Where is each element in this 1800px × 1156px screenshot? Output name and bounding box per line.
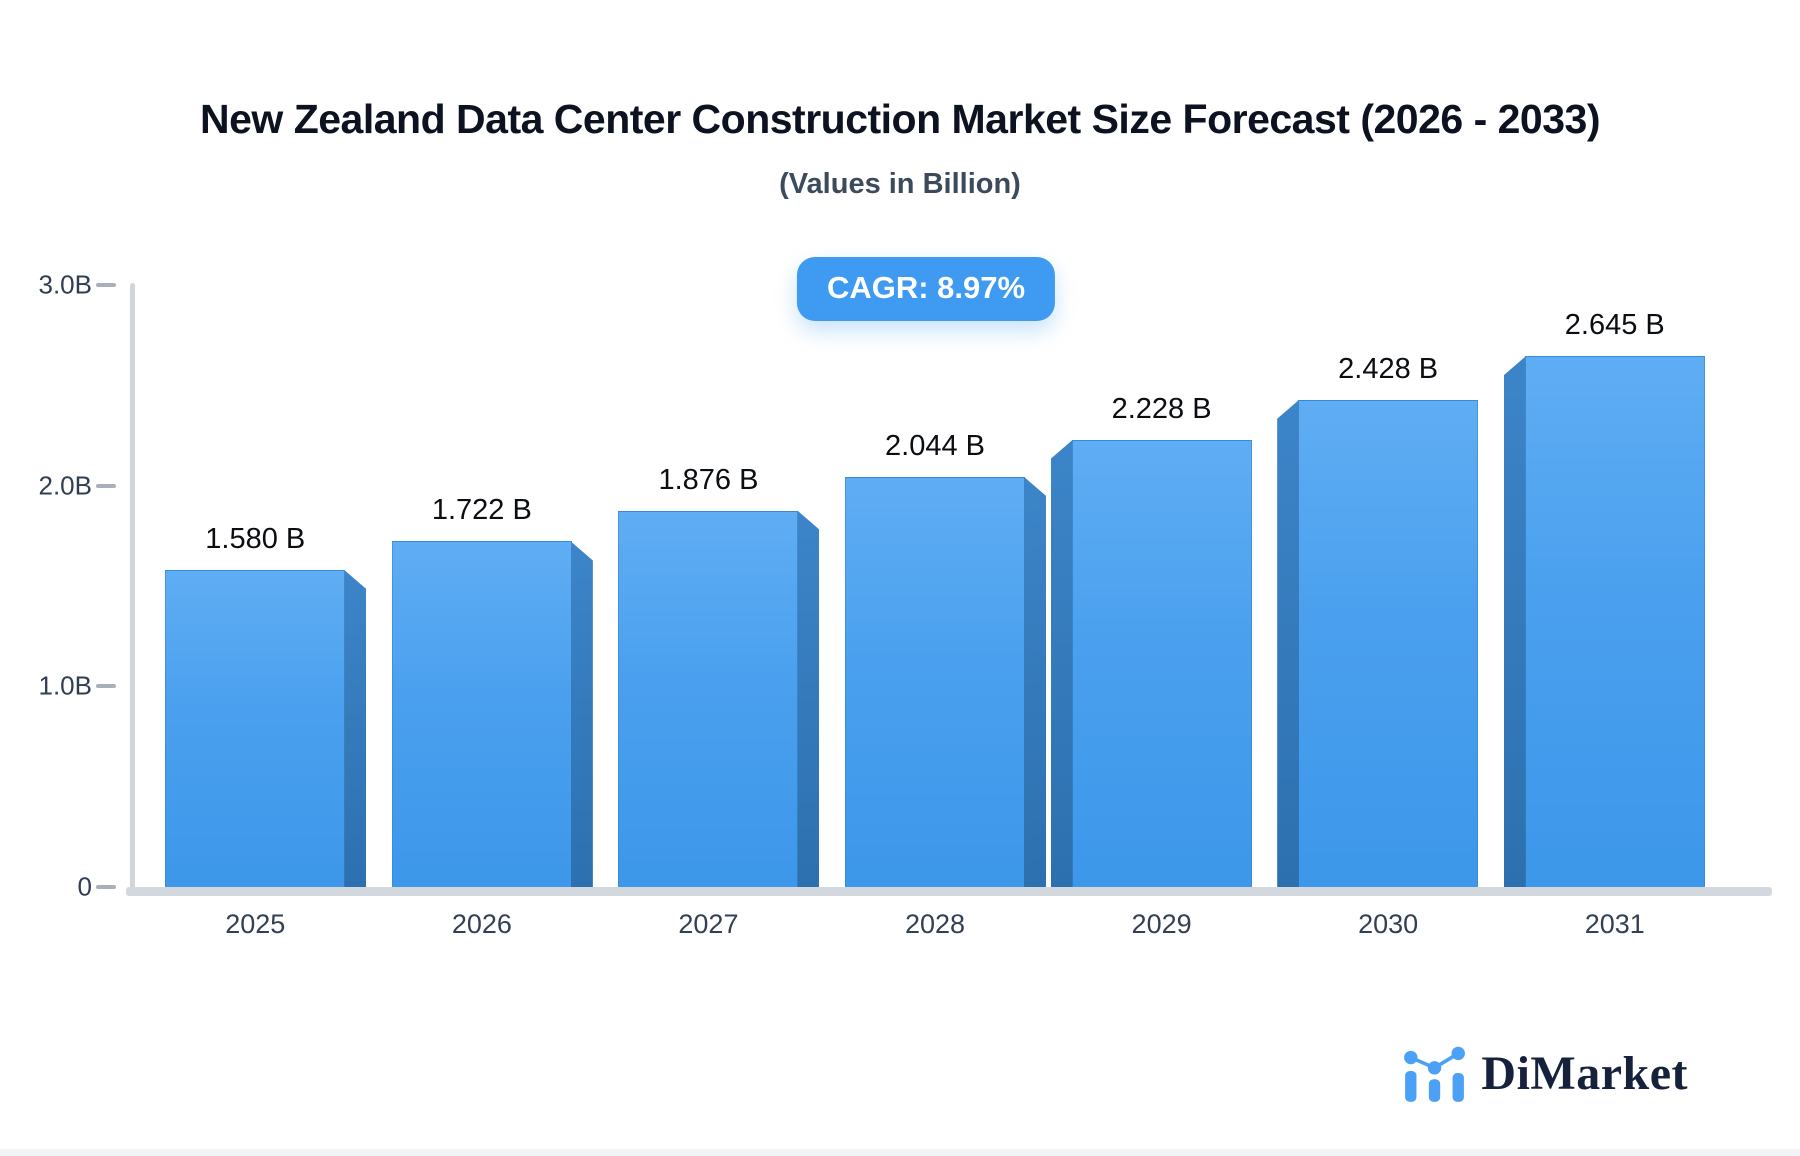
y-tick-dash <box>96 684 116 689</box>
bar-slot-2028: 2.044 B 2028 <box>822 285 1049 939</box>
chart-title: New Zealand Data Center Construction Mar… <box>200 96 1600 142</box>
bar-value-label: 1.580 B <box>205 522 306 555</box>
bar-side-face <box>1024 476 1047 887</box>
bar-slot-2029: 2.228 B 2029 <box>1048 285 1275 939</box>
bar-slot-2030: 2.428 B 2030 <box>1275 285 1502 939</box>
mini-bar-line-chart-icon <box>1404 1046 1466 1102</box>
y-tick-dash <box>96 483 116 488</box>
bar-side-face <box>570 541 593 887</box>
bar-side-face <box>1277 399 1300 887</box>
bar-value-label: 2.645 B <box>1564 309 1665 342</box>
x-category-label: 2030 <box>1358 909 1419 939</box>
y-tick-label: 1.0B <box>38 670 93 701</box>
bar-value-label: 2.228 B <box>1111 392 1212 425</box>
bar-slot-2025: 1.580 B 2025 <box>142 285 369 939</box>
bar-2030 <box>1277 399 1479 887</box>
brand-logo: DiMarket <box>1401 1040 1688 1106</box>
bar-value-label: 2.428 B <box>1338 352 1439 385</box>
bottom-strip <box>0 1149 1800 1156</box>
y-tick-label: 3.0B <box>38 269 93 300</box>
bar-2027 <box>618 510 820 887</box>
chart-subtitle: (Values in Billion) <box>779 168 1021 200</box>
x-category-label: 2028 <box>904 909 966 939</box>
bar-slot-2026: 1.722 B 2026 <box>369 285 596 939</box>
y-tick-dash <box>96 283 116 287</box>
x-category-label: 2027 <box>678 909 739 939</box>
y-tick-label: 0 <box>77 871 92 902</box>
bar-side-face <box>1503 356 1526 887</box>
x-category-label: 2031 <box>1584 909 1645 939</box>
bar-slot-2027: 1.876 B 2027 <box>595 285 822 939</box>
y-tick-label: 2.0B <box>38 470 93 501</box>
bar-side-face <box>1050 439 1073 887</box>
y-axis-line <box>130 283 135 896</box>
brand-name: DiMarket <box>1481 1046 1688 1100</box>
bars-row: 1.580 B 2025 1.722 B 2026 1.876 B 2027 2.044 B… <box>142 285 1728 939</box>
bar-2029 <box>1050 439 1252 887</box>
bar-side-face <box>797 510 820 887</box>
plot-area: 0 1.0B 2.0B 3.0B 1.580 B 2025 1.722 B 2026 1.87… <box>39 270 1772 939</box>
x-axis-line <box>126 887 1772 896</box>
x-category-label: 2025 <box>225 909 286 939</box>
y-tick-dash <box>96 885 116 889</box>
bar-value-label: 1.876 B <box>658 463 759 496</box>
bar-2025 <box>165 569 367 887</box>
x-category-label: 2029 <box>1131 909 1192 939</box>
cagr-label: CAGR: 8.97% <box>826 270 1026 305</box>
bar-2026 <box>391 541 593 887</box>
bar-2028 <box>845 476 1047 887</box>
bar-side-face <box>344 569 367 887</box>
cagr-badge: CAGR: 8.97% <box>796 257 1056 321</box>
bar-value-label: 2.044 B <box>885 429 986 462</box>
bar-2031 <box>1503 356 1705 887</box>
x-category-label: 2026 <box>451 909 512 939</box>
bar-slot-2031: 2.645 B 2031 <box>1501 285 1728 939</box>
bar-value-label: 1.722 B <box>431 494 532 527</box>
